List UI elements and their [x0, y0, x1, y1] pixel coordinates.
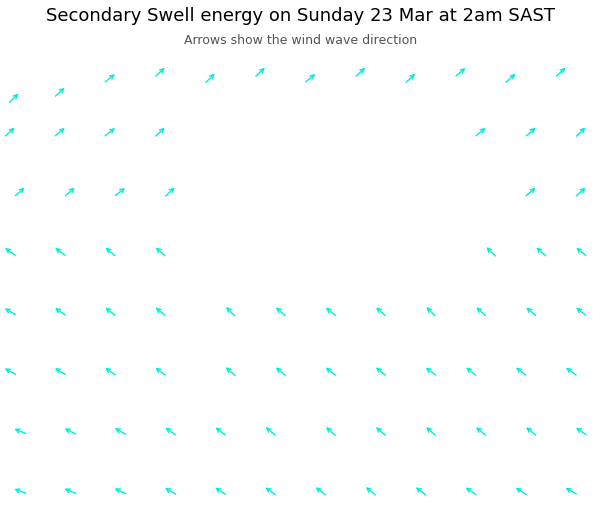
Text: Secondary Swell energy on Sunday 23 Mar at 2am SAST: Secondary Swell energy on Sunday 23 Mar …	[46, 7, 555, 25]
Text: Arrows show the wind wave direction: Arrows show the wind wave direction	[184, 34, 417, 47]
